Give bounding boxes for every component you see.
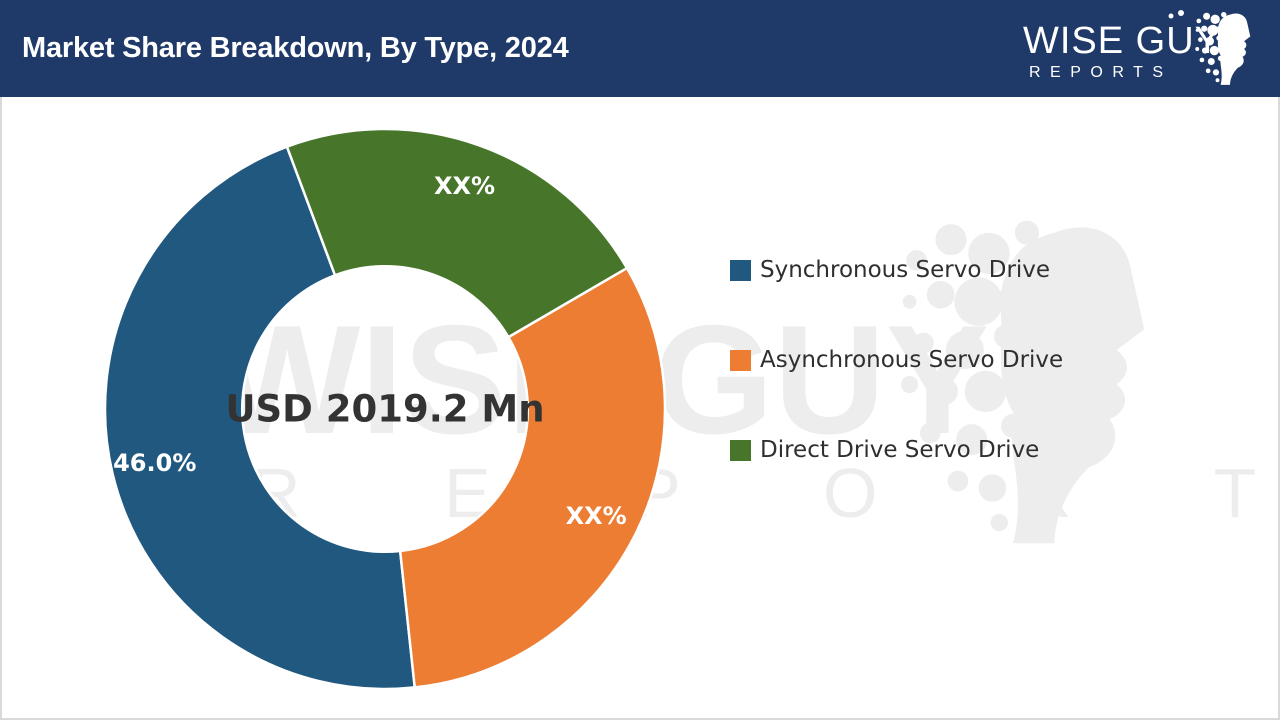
slice-label-1: XX% [565,501,627,530]
pie-slice-2 [285,127,629,339]
legend-item-2: Direct Drive Servo Drive [730,437,1063,463]
chart-area: WISE GUY R E P O R T S 46.0%XX%XX% USD 2… [2,97,1278,716]
legend-label: Asynchronous Servo Drive [760,347,1064,373]
slice-label-0: 46.0% [113,449,197,478]
legend-label: Direct Drive Servo Drive [760,437,1040,463]
legend-label: Synchronous Servo Drive [760,257,1051,283]
page-title: Market Share Breakdown, By Type, 2024 [22,32,569,64]
legend-swatch-icon [730,439,751,461]
logo-sub-text: REPORTS [1029,64,1173,81]
donut-chart-svg [103,127,667,691]
legend-swatch-icon [730,259,751,281]
pie-slice-1 [398,266,667,689]
logo-name-text: WISE GUY [1023,20,1221,62]
chart-legend: Synchronous Servo Drive Asynchronous Serv… [730,257,1063,463]
chart-center-value: USD 2019.2 Mn [225,387,545,431]
wise-guy-logo: WISE GUY REPORTS [1021,7,1280,91]
header-bar: Market Share Breakdown, By Type, 2024 WI… [0,0,1280,97]
donut-chart: 46.0% XX% XX% USD 2019.2 Mn [85,109,685,709]
wise-guy-logo-graphic: WISE GUY REPORTS [1023,9,1251,85]
legend-swatch-icon [730,349,751,371]
pie-slice-0 [103,145,417,691]
legend-item-1: Asynchronous Servo Drive [730,347,1063,373]
slice-label-2: XX% [433,172,496,201]
legend-item-0: Synchronous Servo Drive [730,257,1063,283]
